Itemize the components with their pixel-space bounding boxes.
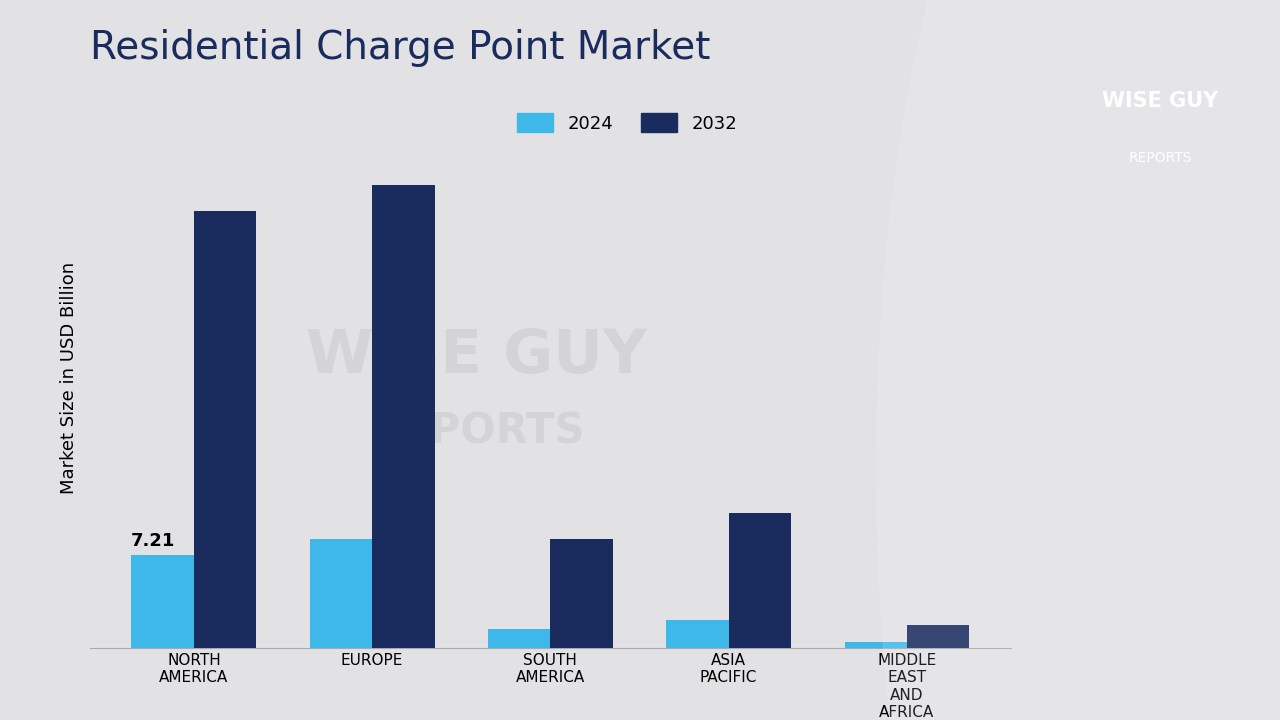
Bar — [728, 513, 791, 648]
Bar — [845, 642, 908, 648]
Bar — [132, 555, 193, 648]
Text: WISE GUY: WISE GUY — [1102, 91, 1219, 111]
Text: 7.21: 7.21 — [131, 532, 175, 550]
Text: REPORTS: REPORTS — [1129, 151, 1192, 166]
Text: WISE GUY: WISE GUY — [306, 327, 648, 386]
Bar — [310, 539, 372, 648]
Text: REPORTS: REPORTS — [369, 411, 585, 453]
Bar — [550, 539, 613, 648]
Bar — [372, 185, 434, 648]
Legend: 2024, 2032: 2024, 2032 — [509, 107, 744, 140]
Circle shape — [877, 0, 1280, 720]
Bar — [667, 620, 728, 648]
Bar — [193, 211, 256, 648]
Y-axis label: Market Size in USD Billion: Market Size in USD Billion — [60, 262, 78, 494]
Text: Residential Charge Point Market: Residential Charge Point Market — [90, 29, 710, 67]
Bar — [488, 629, 550, 648]
Bar — [908, 625, 969, 648]
